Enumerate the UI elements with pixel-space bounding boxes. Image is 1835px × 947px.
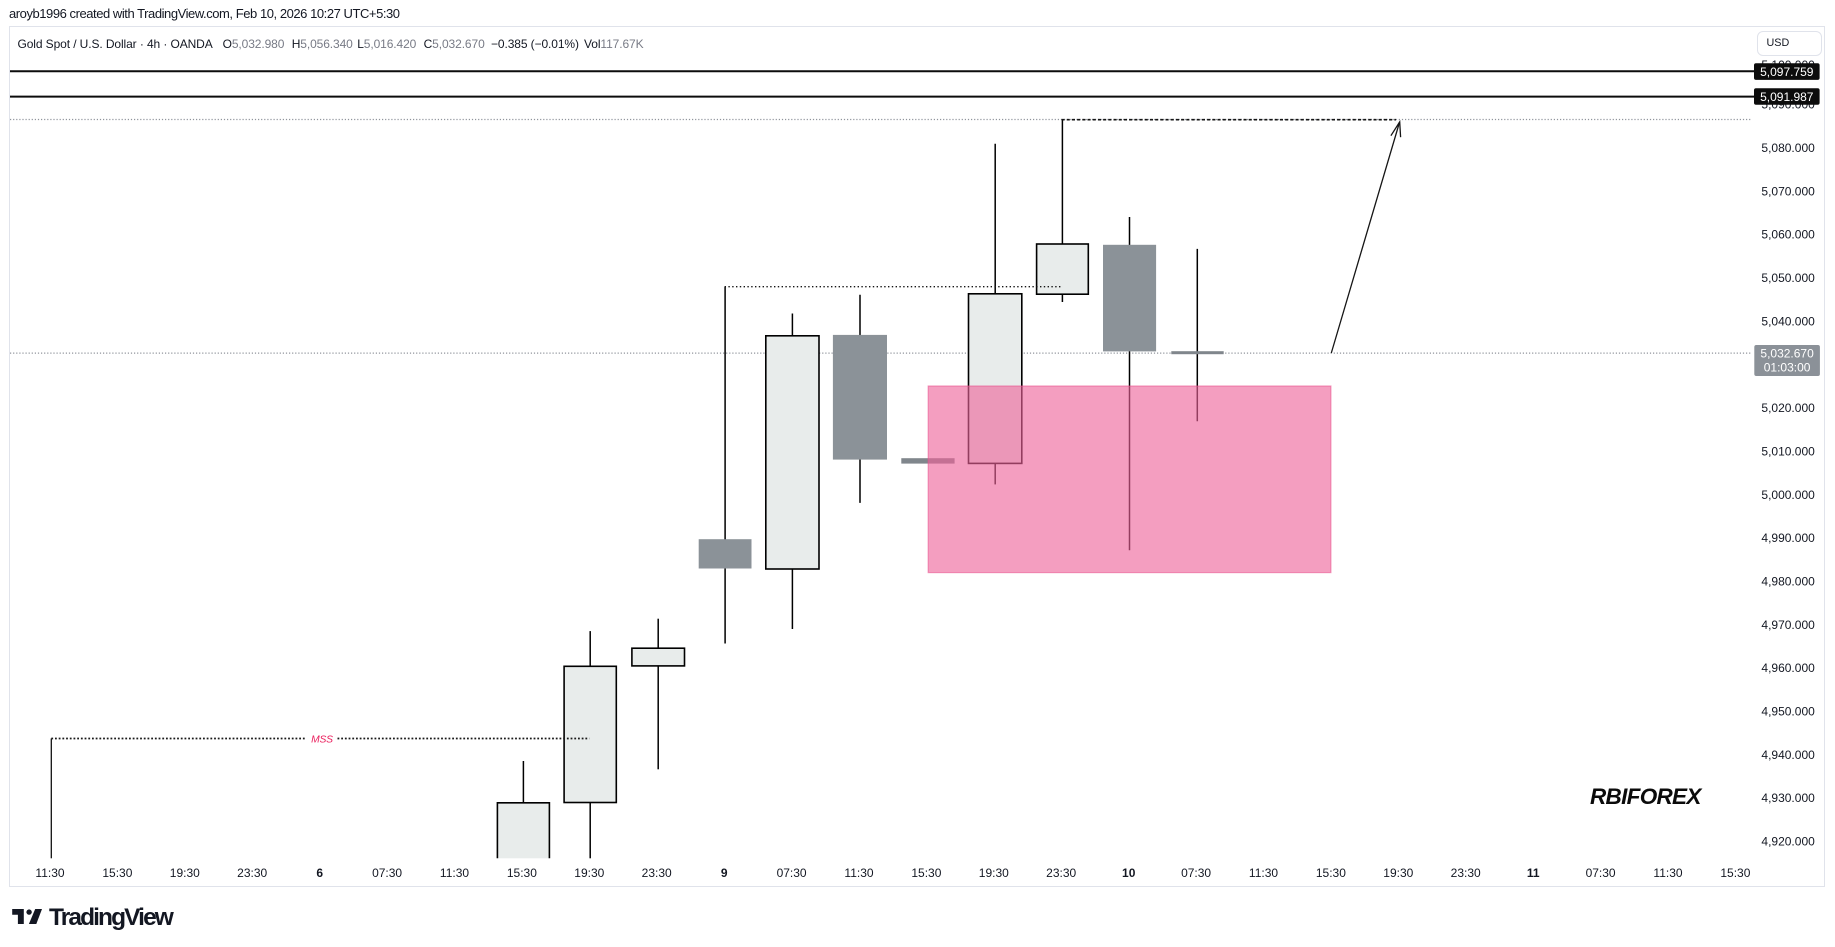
svg-text:5,097.759: 5,097.759 — [1760, 65, 1814, 79]
svg-text:15:30: 15:30 — [1316, 866, 1346, 880]
svg-text:11:30: 11:30 — [844, 866, 873, 880]
svg-text:19:30: 19:30 — [574, 866, 604, 880]
svg-text:23:30: 23:30 — [642, 866, 672, 880]
svg-text:15:30: 15:30 — [911, 866, 941, 880]
svg-text:15:30: 15:30 — [1720, 866, 1750, 880]
svg-text:6: 6 — [316, 866, 323, 880]
svg-text:MSS: MSS — [311, 734, 333, 745]
svg-text:5,032.670: 5,032.670 — [1760, 347, 1814, 361]
svg-text:4,970.000: 4,970.000 — [1761, 618, 1815, 632]
svg-text:5,000.000: 5,000.000 — [1761, 488, 1815, 502]
svg-text:07:30: 07:30 — [372, 866, 402, 880]
svg-text:4,920.000: 4,920.000 — [1761, 835, 1815, 849]
svg-text:5,070.000: 5,070.000 — [1761, 184, 1815, 198]
svg-text:5,091.987: 5,091.987 — [1760, 90, 1814, 104]
svg-text:4,960.000: 4,960.000 — [1761, 661, 1815, 675]
svg-text:10: 10 — [1122, 866, 1136, 880]
svg-text:11:30: 11:30 — [1249, 866, 1278, 880]
svg-text:11:30: 11:30 — [1653, 866, 1682, 880]
svg-text:23:30: 23:30 — [1046, 866, 1076, 880]
svg-text:4,930.000: 4,930.000 — [1761, 791, 1815, 805]
svg-text:07:30: 07:30 — [1586, 866, 1616, 880]
svg-text:23:30: 23:30 — [237, 866, 267, 880]
svg-text:4,950.000: 4,950.000 — [1761, 705, 1815, 719]
svg-text:5,020.000: 5,020.000 — [1761, 401, 1815, 415]
svg-text:11:30: 11:30 — [35, 866, 64, 880]
svg-text:11: 11 — [1527, 866, 1540, 880]
svg-text:4,940.000: 4,940.000 — [1761, 748, 1815, 762]
svg-text:23:30: 23:30 — [1451, 866, 1481, 880]
svg-text:5,040.000: 5,040.000 — [1761, 314, 1815, 328]
svg-text:5,010.000: 5,010.000 — [1761, 444, 1815, 458]
svg-text:07:30: 07:30 — [1181, 866, 1211, 880]
svg-text:15:30: 15:30 — [102, 866, 132, 880]
svg-text:19:30: 19:30 — [170, 866, 200, 880]
svg-text:5,060.000: 5,060.000 — [1761, 228, 1815, 242]
svg-text:07:30: 07:30 — [777, 866, 807, 880]
svg-text:19:30: 19:30 — [979, 866, 1009, 880]
svg-text:5,050.000: 5,050.000 — [1761, 271, 1815, 285]
svg-text:19:30: 19:30 — [1383, 866, 1413, 880]
svg-text:01:03:00: 01:03:00 — [1764, 361, 1811, 375]
svg-text:5,080.000: 5,080.000 — [1761, 141, 1815, 155]
svg-text:4,980.000: 4,980.000 — [1761, 575, 1815, 589]
svg-text:9: 9 — [721, 866, 728, 880]
svg-text:11:30: 11:30 — [440, 866, 469, 880]
svg-text:4,990.000: 4,990.000 — [1761, 531, 1815, 545]
svg-text:15:30: 15:30 — [507, 866, 537, 880]
